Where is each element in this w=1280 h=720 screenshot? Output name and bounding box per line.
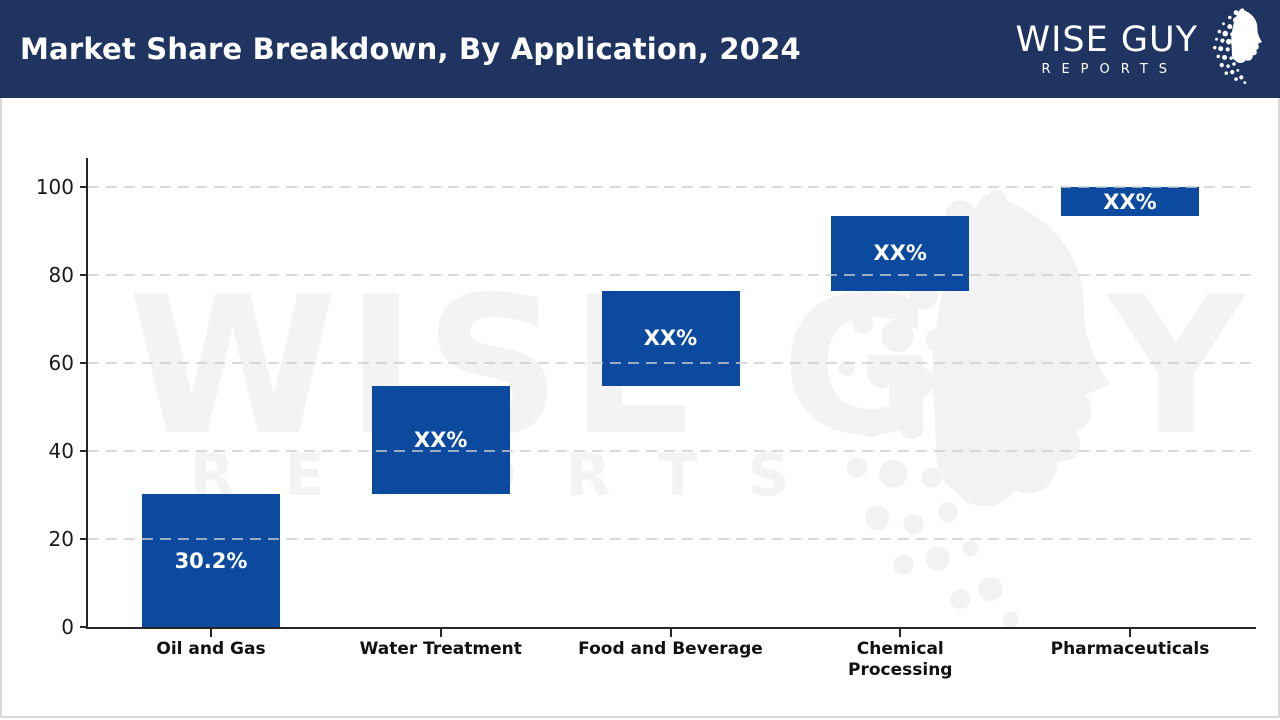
x-axis-tick xyxy=(899,629,902,637)
y-axis-tick xyxy=(80,538,88,540)
y-axis-tick xyxy=(80,186,88,188)
wise-guy-reports-logo: WISE GUY REPORTS xyxy=(1015,7,1280,91)
x-axis-tick xyxy=(439,629,442,637)
x-axis-tick xyxy=(669,629,672,637)
y-axis-tick xyxy=(80,626,88,628)
logo-subtitle: REPORTS xyxy=(1041,61,1179,77)
bar-value-label: XX% xyxy=(643,326,698,351)
bar-pharmaceuticals: XX% xyxy=(1061,187,1199,217)
face-profile-dots-icon xyxy=(1213,8,1262,84)
x-axis-category-label: Chemical Processing xyxy=(848,639,953,681)
page-title: Market Share Breakdown, By Application, … xyxy=(20,32,801,66)
bar-chemical-processing: XX% xyxy=(831,216,970,291)
header-bar: Market Share Breakdown, By Application, … xyxy=(0,0,1280,98)
y-axis-tick-label: 100 xyxy=(35,175,74,199)
y-axis-tick xyxy=(80,362,88,364)
gridline xyxy=(88,362,1256,364)
bar-value-label: XX% xyxy=(873,241,927,266)
x-axis-category-label: Oil and Gas xyxy=(156,639,266,659)
y-axis-tick-label: 80 xyxy=(48,263,74,287)
y-axis-tick-label: 40 xyxy=(48,439,74,463)
x-axis-tick xyxy=(1129,629,1131,637)
y-axis-line xyxy=(86,158,88,629)
x-axis-line xyxy=(86,627,1256,629)
bar-value-label: 30.2% xyxy=(174,548,248,573)
y-axis-tick-label: 60 xyxy=(48,351,74,375)
y-axis-tick xyxy=(80,274,88,276)
bar-oil-and-gas: 30.2% xyxy=(142,494,280,627)
gridline xyxy=(88,538,1256,540)
bar-value-label: XX% xyxy=(1103,189,1157,214)
logo-wordmark: WISE GUY xyxy=(1015,19,1198,60)
logo-text: WISE GUY REPORTS xyxy=(1015,19,1198,77)
bar-water-treatment: XX% xyxy=(371,385,510,495)
bar-value-label: XX% xyxy=(414,427,468,452)
x-axis-category-label: Water Treatment xyxy=(359,639,522,659)
y-axis-tick-label: 20 xyxy=(48,527,74,551)
x-axis-tick xyxy=(210,629,212,637)
x-axis-category-label: Food and Beverage xyxy=(578,639,763,659)
gridline xyxy=(88,274,1256,276)
x-axis-category-label: Pharmaceuticals xyxy=(1050,639,1210,659)
gridline xyxy=(88,450,1256,452)
gridline xyxy=(88,186,1256,188)
y-axis-tick-label: 0 xyxy=(61,615,74,639)
bar-food-and-beverage: XX% xyxy=(601,290,740,386)
y-axis-tick xyxy=(80,450,88,452)
